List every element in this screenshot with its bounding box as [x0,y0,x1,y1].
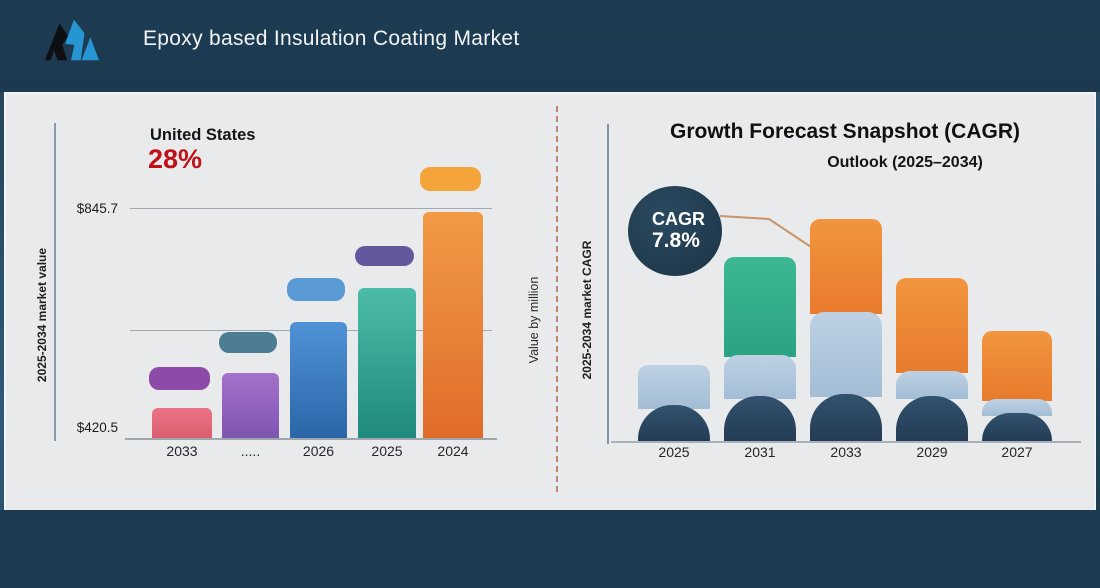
left-bar-cap-2025 [355,246,414,266]
left-gridline-0 [130,208,492,209]
left-x-tick-2024: 2024 [437,443,469,459]
right-bar-2029-light [896,371,968,399]
right-chart-subtitle: Outlook (2025–2034) [827,154,983,171]
page-title: Epoxy based Insulation Coating Market [143,27,520,50]
right-y-axis-label: 2025-2034 market CAGR [580,240,594,380]
left-y-axis-label: 2025-2034 market value [35,247,49,383]
right-x-tick-2027: 2027 [1001,444,1033,460]
footer-band: @ All Market Analysis Snapshot GlobalEpo… [0,510,1100,588]
left-x-tick-2025: 2025 [371,443,403,459]
value-axis-label: Value by million [527,276,541,364]
left-x-tick-2033: 2033 [166,443,198,459]
left-bar-2033 [152,408,212,438]
left-bar-..... [222,373,279,438]
right-x-tick-2025: 2025 [658,444,690,460]
left-x-tick-.....: ..... [240,443,261,459]
right-bar-2027-navy [982,413,1052,441]
left-bar-2025 [358,288,416,438]
right-x-tick-2031: 2031 [744,444,776,460]
right-bar-2033-navy [810,394,882,441]
left-bar-2026 [290,322,347,438]
left-y-tick: $845.7 [76,201,118,216]
right-bar-2027-orange [982,331,1052,401]
right-x-tick-2033: 2033 [830,444,862,460]
right-bar-2031-navy [724,396,796,441]
ama-logo-icon [44,19,100,61]
right-bar-2029-navy [896,396,968,441]
cagr-badge-value: 7.8% [652,229,700,253]
panel-separator-dashed-line [556,106,558,492]
left-x-tick-2026: 2026 [302,443,335,459]
right-chart-title: Growth Forecast Snapshot (CAGR) [669,120,1021,143]
header-band: Epoxy based Insulation Coating Market [0,0,1100,92]
right-bar-2029-orange [896,278,968,373]
highlight-percentage: 28% [148,144,203,174]
left-x-axis-line [125,438,497,440]
right-bar-2027-light [982,399,1052,416]
cagr-badge: CAGR 7.8% [628,186,722,276]
region-label: United States [150,126,256,144]
right-bar-2033-orange [810,219,882,314]
right-bar-2033-light [810,312,882,397]
right-x-axis-line [611,441,1081,443]
left-y-axis-line [54,123,56,441]
cagr-badge-label: CAGR [652,208,705,229]
right-y-axis-line [607,124,609,444]
left-bar-cap-..... [219,332,277,353]
right-bar-2031-light [724,355,796,399]
left-bar-cap-2033 [149,367,210,390]
left-y-tick: $420.5 [76,420,118,435]
right-bar-2025-light [638,365,710,409]
left-bar-2024 [423,212,483,438]
left-bar-cap-2026 [287,278,345,301]
right-bar-2031-teal [724,257,796,357]
right-x-tick-2029: 2029 [916,444,948,460]
left-bar-cap-2024 [420,167,481,191]
